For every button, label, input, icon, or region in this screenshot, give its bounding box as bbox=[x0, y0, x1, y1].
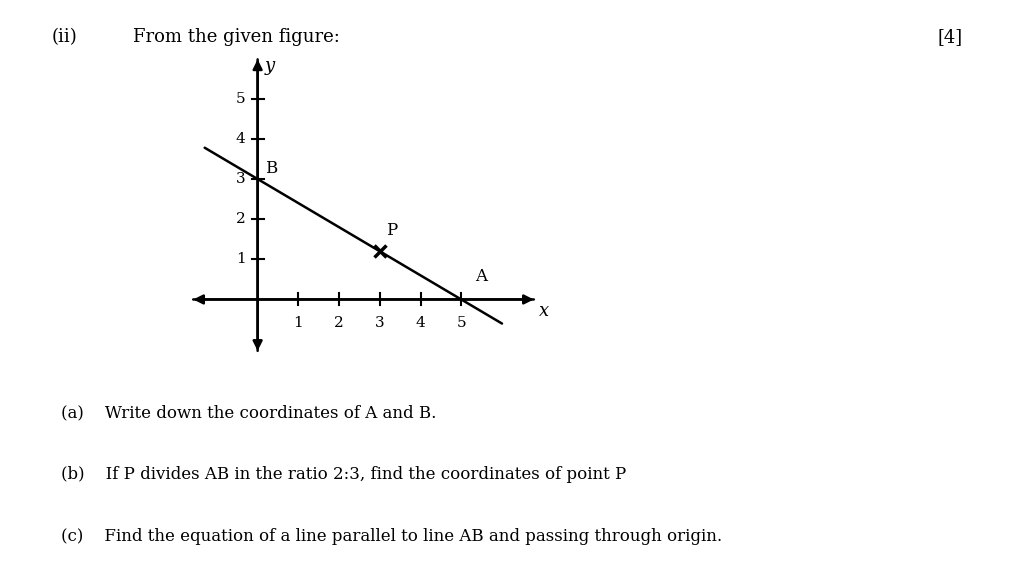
Text: P: P bbox=[386, 222, 397, 239]
Text: x: x bbox=[539, 302, 549, 320]
Text: 4: 4 bbox=[416, 316, 425, 330]
Text: A: A bbox=[475, 269, 487, 285]
Text: From the given figure:: From the given figure: bbox=[133, 28, 340, 46]
Text: 1: 1 bbox=[294, 316, 303, 330]
Text: 4: 4 bbox=[236, 132, 246, 146]
Text: 2: 2 bbox=[236, 212, 246, 226]
Text: 3: 3 bbox=[375, 316, 385, 330]
Text: 5: 5 bbox=[236, 92, 246, 106]
Text: 5: 5 bbox=[457, 316, 466, 330]
Text: (a)    Write down the coordinates of A and B.: (a) Write down the coordinates of A and … bbox=[61, 405, 437, 422]
Text: (ii): (ii) bbox=[51, 28, 77, 46]
Text: (b)    If P divides AB in the ratio 2:3, find the coordinates of point P: (b) If P divides AB in the ratio 2:3, fi… bbox=[61, 466, 627, 483]
Text: B: B bbox=[265, 160, 278, 177]
Text: 2: 2 bbox=[334, 316, 344, 330]
Text: 3: 3 bbox=[236, 172, 246, 186]
Text: (c)    Find the equation of a line parallel to line AB and passing through origi: (c) Find the equation of a line parallel… bbox=[61, 528, 723, 545]
Text: y: y bbox=[265, 57, 275, 75]
Text: 1: 1 bbox=[236, 252, 246, 266]
Text: [4]: [4] bbox=[937, 28, 963, 46]
